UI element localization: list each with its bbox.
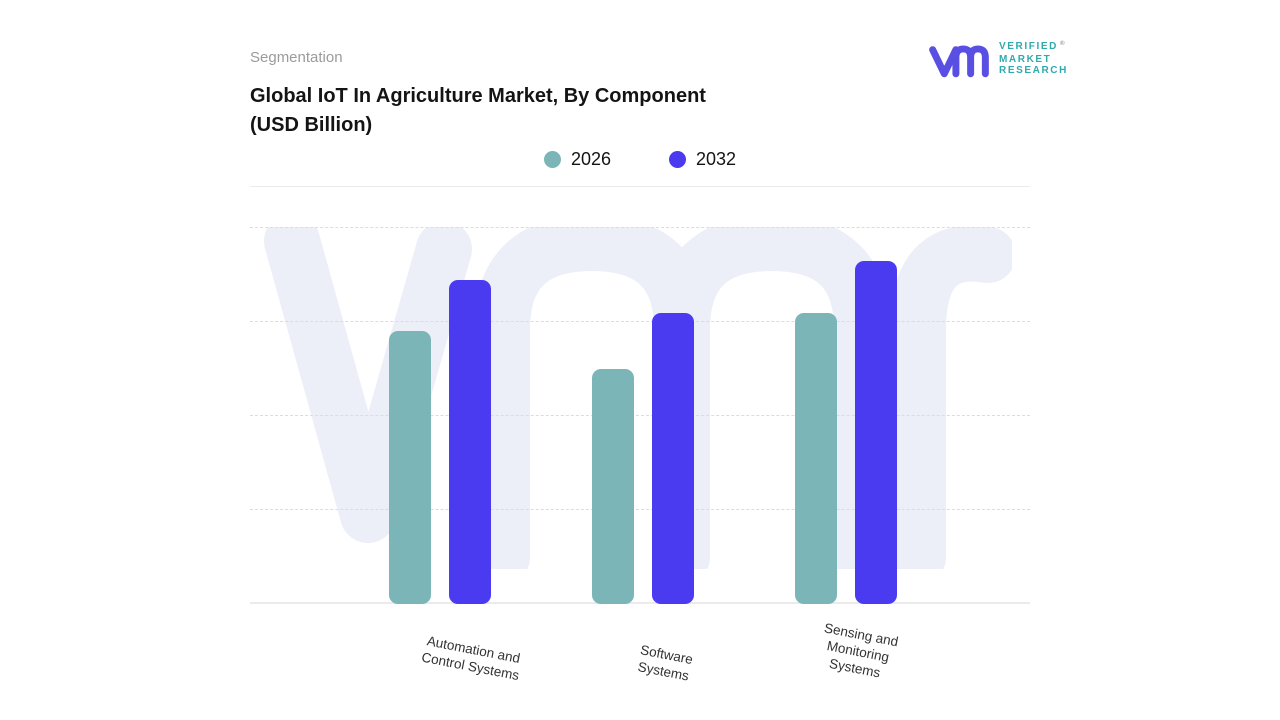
- bar-2026-sensing-and-monitoring-systems: [795, 313, 837, 604]
- legend-dot-2026: [543, 151, 561, 168]
- x-axis-label-sensing-and-monitoring-systems: Sensing and Monitoring Systems: [816, 619, 900, 683]
- legend-item-2026: 2026: [543, 149, 611, 170]
- vmr-logo-icon: [929, 45, 989, 78]
- brand-logo-line-2: MARKET: [999, 53, 1052, 65]
- registered-trademark: ®: [1059, 40, 1065, 48]
- bar-2032-software-systems: [652, 313, 694, 604]
- bar-2026-automation-and-control-systems: [389, 331, 431, 604]
- x-axis-label-automation-and-control-systems: Automation and Control Systems: [420, 632, 524, 684]
- chart-title-line-2: (USD Billion): [250, 114, 373, 136]
- plot-area: [250, 186, 1030, 604]
- brand-logo-line-1: VERIFIED ®: [999, 40, 1065, 53]
- chart-title-line-1: Global IoT In Agriculture Market, By Com…: [250, 85, 706, 107]
- bar-2032-automation-and-control-systems: [449, 280, 491, 604]
- legend-item-2032: 2032: [669, 149, 736, 170]
- brand-logo-line-3: RESEARCH: [999, 65, 1068, 77]
- brand-logo: VERIFIED ® MARKET RESEARCH: [928, 36, 1068, 82]
- gridline-2: [250, 415, 1030, 416]
- bar-2026-software-systems: [592, 369, 634, 604]
- brand-logo-text: VERIFIED ® MARKET RESEARCH: [999, 40, 1068, 77]
- watermark-vmr-icon: [264, 227, 1012, 569]
- legend-label-2026: 2026: [570, 149, 611, 169]
- gridline-3: [250, 321, 1030, 322]
- chart-legend: 2026 2032: [250, 149, 1030, 170]
- x-axis-line: [250, 602, 1030, 604]
- gridline-1: [250, 509, 1030, 510]
- legend-dot-2032: [669, 151, 686, 168]
- x-axis-label-software-systems: Software Systems: [636, 641, 695, 685]
- chart-title: Global IoT In Agriculture Market, By Com…: [250, 82, 706, 140]
- section-label: Segmentation: [250, 49, 343, 66]
- bar-2032-sensing-and-monitoring-systems: [855, 261, 897, 604]
- gridline-4: [250, 227, 1030, 228]
- legend-label-2032: 2032: [696, 149, 737, 169]
